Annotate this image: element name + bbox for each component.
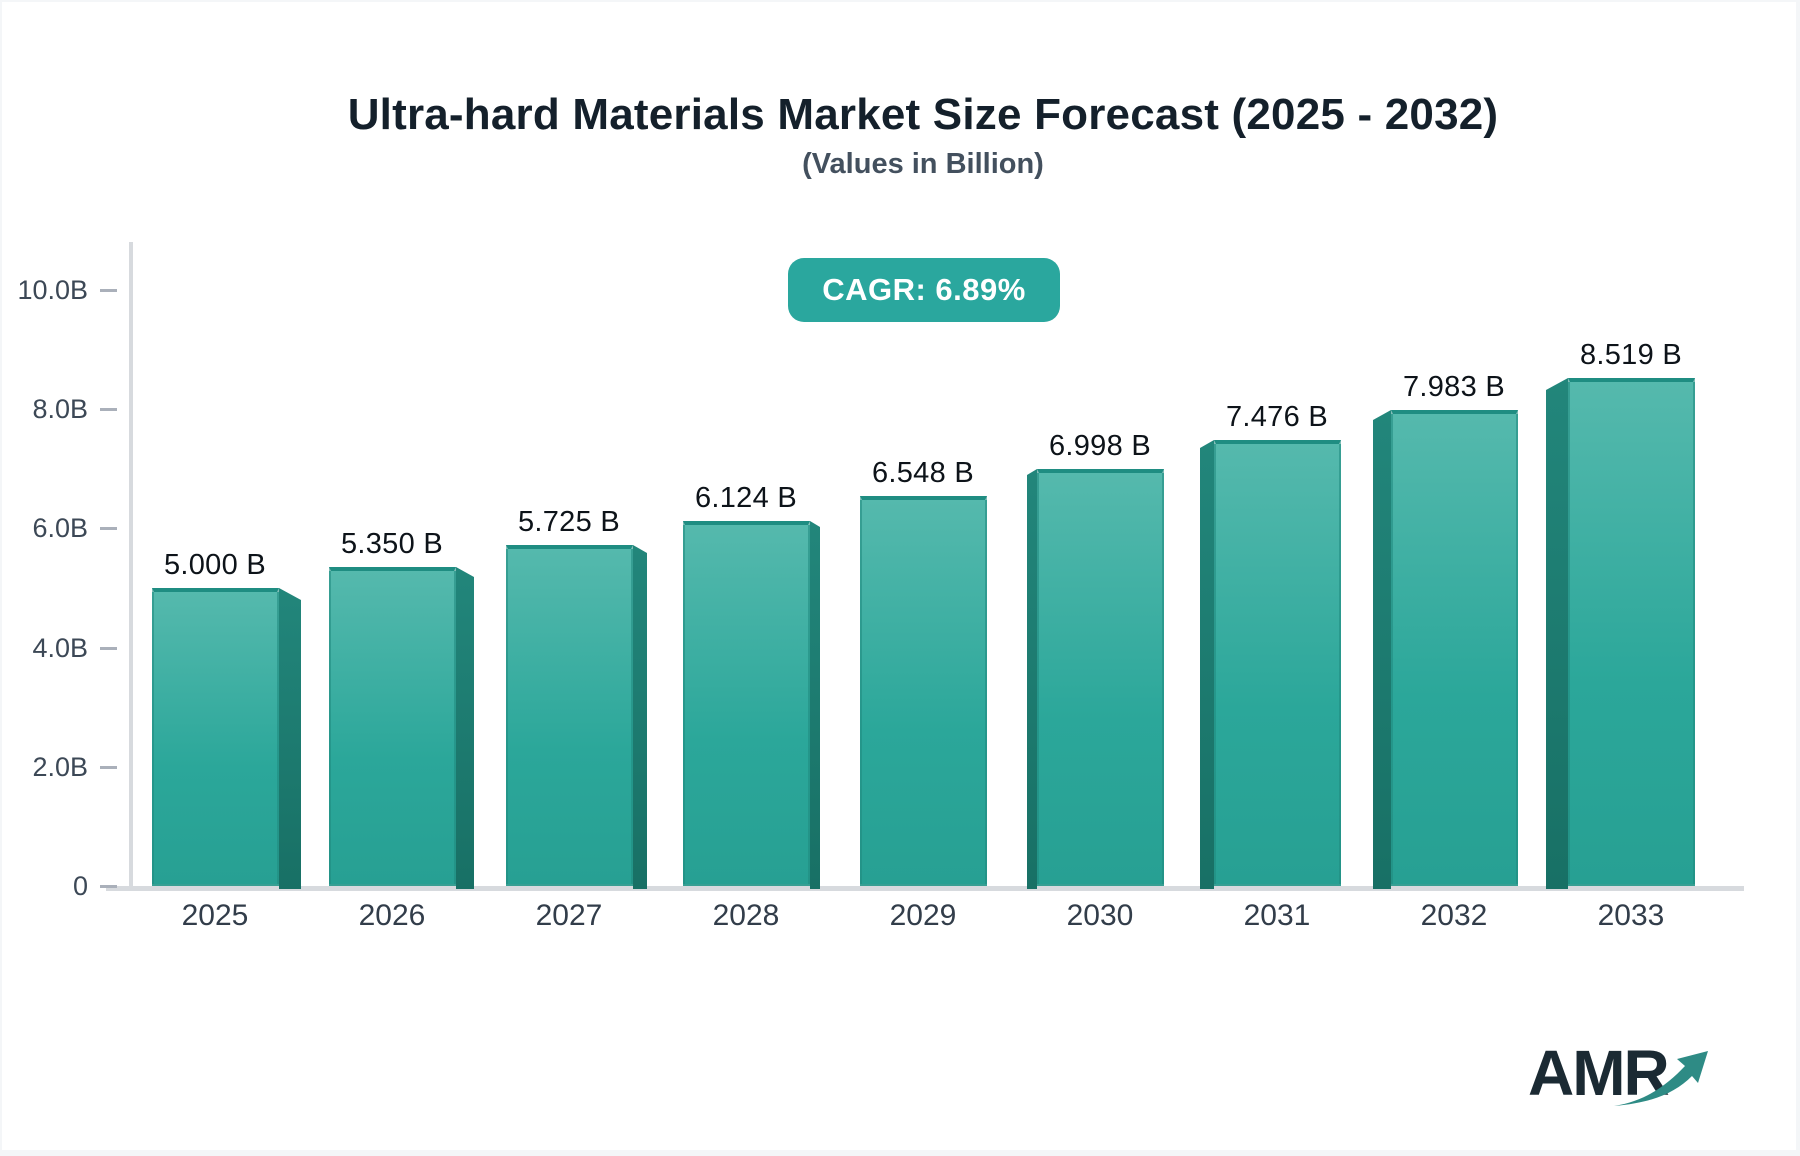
bar-value-label-2031: 7.476 B — [1225, 401, 1329, 433]
chart-subtitle: (Values in Billion) — [802, 148, 1044, 180]
y-axis-tick-label: 2.0B — [32, 752, 88, 782]
y-axis-tick-label: 6.0B — [32, 513, 88, 543]
bar-value-label-2030: 6.998 B — [1048, 430, 1152, 462]
bar-2031 — [1214, 440, 1341, 886]
bar-2033 — [1568, 378, 1695, 886]
bar-side-face-2027 — [633, 545, 647, 889]
chart-title: Ultra-hard Materials Market Size Forecas… — [347, 90, 1499, 139]
bar-value-label-2029: 6.548 B — [871, 457, 975, 489]
bar-value-label-2025: 5.000 B — [163, 549, 267, 581]
bar-side-face-2026 — [456, 567, 474, 889]
bar-side-face-2032 — [1373, 410, 1391, 889]
bar-2029 — [860, 496, 987, 886]
y-axis-tick — [100, 885, 117, 888]
x-axis-label-2032: 2032 — [1420, 899, 1488, 932]
y-axis-tick — [100, 766, 117, 769]
cagr-badge: CAGR: 6.89% — [788, 258, 1060, 322]
page-edge-top — [0, 0, 1800, 2]
bar-value-label-2026: 5.350 B — [340, 528, 444, 560]
bar-2032 — [1391, 410, 1518, 886]
x-axis-label-2026: 2026 — [358, 899, 426, 932]
bar-side-face-2030 — [1027, 469, 1037, 889]
bar-value-label-2027: 5.725 B — [517, 506, 621, 538]
y-axis-tick — [100, 289, 117, 292]
growth-arrow-icon — [1614, 1051, 1708, 1106]
x-axis-label-2030: 2030 — [1066, 899, 1134, 932]
page-edge-right — [1796, 0, 1800, 1156]
x-axis-label-2031: 2031 — [1243, 899, 1311, 932]
bar-side-face-2025 — [279, 588, 301, 889]
y-axis-tick-label: 10.0B — [17, 275, 88, 305]
y-axis-tick — [100, 408, 117, 411]
bar-value-label-2028: 6.124 B — [694, 482, 798, 514]
bar-2025 — [152, 588, 279, 886]
bar-2028 — [683, 521, 810, 886]
y-axis-line — [129, 242, 133, 889]
y-axis-tick-label: 0 — [72, 871, 88, 901]
x-axis-line — [106, 886, 1744, 891]
bar-2027 — [506, 545, 633, 886]
bar-side-face-2028 — [810, 521, 820, 889]
bar-value-label-2032: 7.983 B — [1402, 371, 1506, 403]
x-axis-label-2027: 2027 — [535, 899, 603, 932]
x-axis-label-2033: 2033 — [1597, 899, 1665, 932]
page-edge-bottom — [0, 1150, 1800, 1156]
bar-2030 — [1037, 469, 1164, 886]
y-axis-tick — [100, 527, 117, 530]
bar-2026 — [329, 567, 456, 886]
y-axis-tick-label: 8.0B — [32, 394, 88, 424]
page-edge-left — [0, 0, 2, 1156]
y-axis-tick — [100, 647, 117, 650]
x-axis-label-2025: 2025 — [181, 899, 249, 932]
x-axis-label-2028: 2028 — [712, 899, 780, 932]
x-axis-label-2029: 2029 — [889, 899, 957, 932]
bar-side-face-2031 — [1200, 440, 1214, 889]
y-axis-tick-label: 4.0B — [32, 633, 88, 663]
amr-logo: AMR — [1528, 1036, 1728, 1116]
bar-value-label-2033: 8.519 B — [1579, 339, 1683, 371]
bar-side-face-2033 — [1546, 378, 1568, 889]
